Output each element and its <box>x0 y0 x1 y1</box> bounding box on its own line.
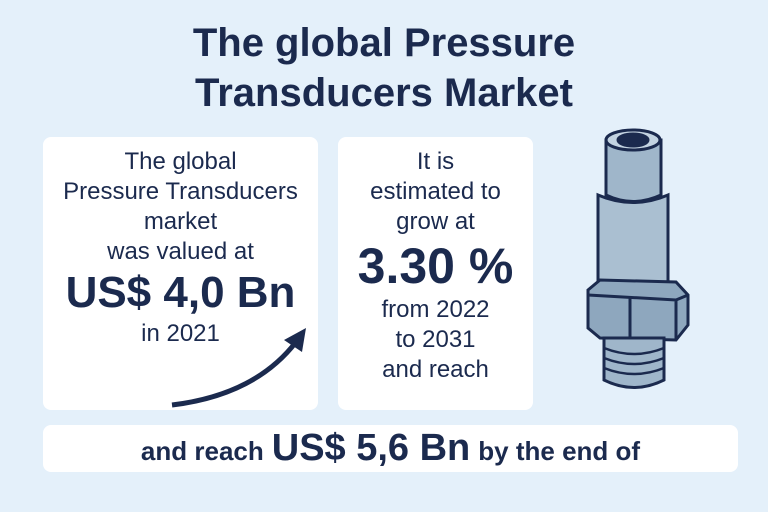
title: The global Pressure Transducers Market <box>0 18 768 118</box>
card-text: in 2021 <box>141 320 220 347</box>
card-text: was valued at <box>107 238 254 265</box>
card-value: 3.30 % <box>357 238 514 294</box>
forecast-banner: and reach US$ 5,6 Bn by the end of <box>43 425 738 472</box>
growth-card: It is estimated to grow at 3.30 % from 2… <box>338 137 533 410</box>
card-text: It is <box>416 148 455 175</box>
title-line: Transducers Market <box>195 71 573 115</box>
card-text: to 2031 <box>395 326 476 353</box>
banner-text: by the end of <box>478 436 641 466</box>
valuation-card: The global Pressure Transducers market w… <box>43 137 318 410</box>
card-text: The global <box>124 148 237 175</box>
banner-value: US$ 5,6 Bn <box>271 427 471 469</box>
card-text: grow at <box>396 208 475 235</box>
card-text: and reach <box>382 356 489 383</box>
card-text: market <box>143 208 218 235</box>
card-text: Pressure Transducers <box>63 178 298 205</box>
transducer-icon <box>586 128 690 389</box>
card-text: estimated to <box>370 178 501 205</box>
title-line: The global Pressure <box>192 21 576 65</box>
banner-text: and reach <box>140 436 264 466</box>
card-value: US$ 4,0 Bn <box>65 268 296 317</box>
card-text: from 2022 <box>381 296 490 323</box>
